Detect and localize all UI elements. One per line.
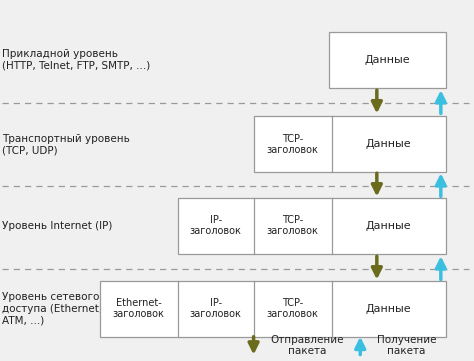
Text: IP-
заголовок: IP- заголовок [190, 215, 242, 236]
Bar [254, 116, 446, 173]
Text: Отправление
пакета: Отправление пакета [270, 335, 344, 356]
Text: Прикладной уровень
(HTTP, Telnet, FTP, SMTP, ...): Прикладной уровень (HTTP, Telnet, FTP, S… [2, 49, 151, 70]
Text: Данные: Данные [365, 55, 410, 65]
Text: TCP-
заголовок: TCP- заголовок [267, 298, 319, 319]
Bar [100, 281, 446, 336]
Text: Уровень сетевого
доступа (Ethernet, FDDI,
ATM, ...): Уровень сетевого доступа (Ethernet, FDDI… [2, 292, 134, 325]
Text: IP-
заголовок: IP- заголовок [190, 298, 242, 319]
Text: TCP-
заголовок: TCP- заголовок [267, 215, 319, 236]
Bar [329, 31, 446, 88]
Text: Данные: Данные [366, 139, 411, 149]
Bar [178, 197, 446, 253]
Text: Ethernet-
заголовок: Ethernet- заголовок [113, 298, 164, 319]
Text: Получение
пакета: Получение пакета [377, 335, 437, 356]
Text: Данные: Данные [366, 304, 411, 314]
Text: Уровень Internet (IP): Уровень Internet (IP) [2, 221, 113, 231]
Text: Данные: Данные [366, 221, 411, 231]
Text: TCP-
заголовок: TCP- заголовок [267, 134, 319, 155]
Text: Транспортный уровень
(TCP, UDP): Транспортный уровень (TCP, UDP) [2, 134, 130, 155]
